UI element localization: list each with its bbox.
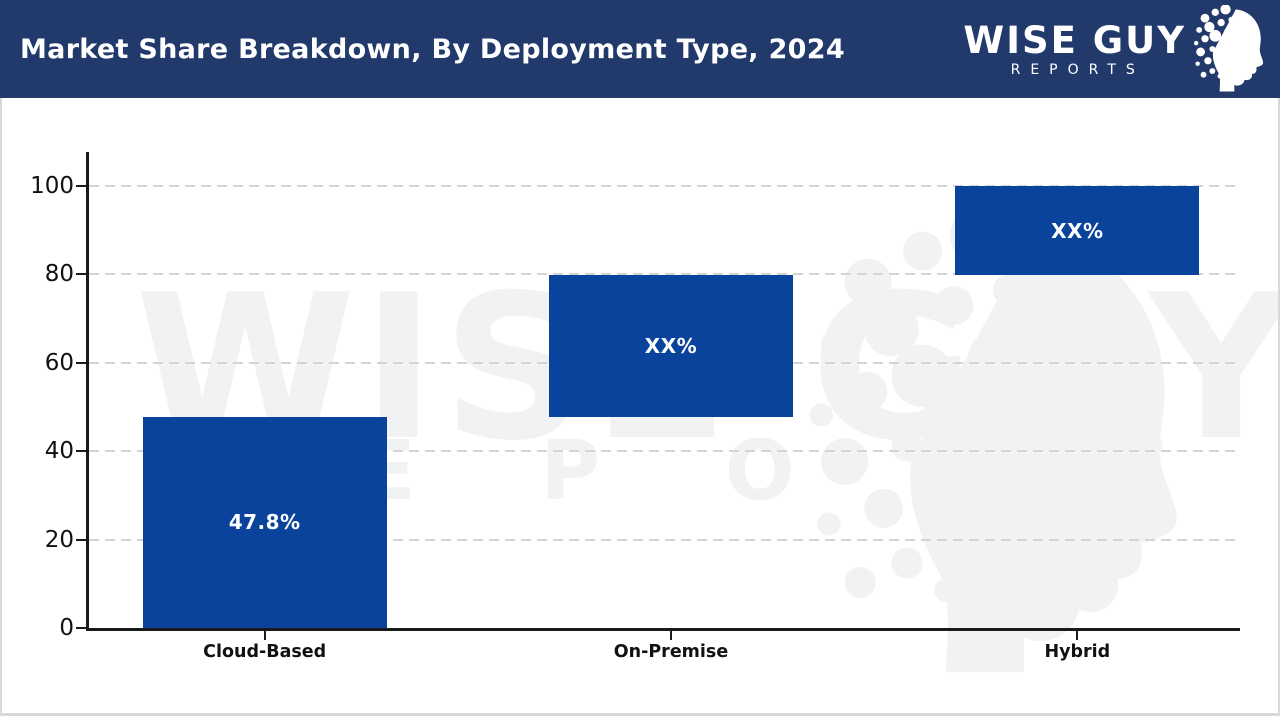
frame-edge-right — [1278, 98, 1280, 716]
y-tick-mark — [76, 627, 86, 629]
grid-line — [89, 538, 1240, 541]
bar-value-label: XX% — [1051, 218, 1104, 243]
y-tick-label: 20 — [44, 526, 74, 553]
y-tick-label: 100 — [30, 173, 74, 200]
x-category-label: Cloud-Based — [203, 642, 327, 662]
y-axis-spine — [86, 152, 89, 631]
wiseguy-face-icon — [1194, 5, 1264, 92]
y-tick-label: 40 — [44, 438, 74, 465]
logo-subtitle: REPORTS — [1010, 61, 1145, 78]
x-category-label: Hybrid — [1044, 642, 1111, 662]
frame-edge-left — [0, 98, 2, 716]
y-tick-mark — [76, 361, 86, 364]
y-tick-mark — [76, 273, 86, 276]
logo-text: WISE GUY REPORTS — [963, 22, 1186, 77]
logo-wordmark: WISE GUY — [963, 18, 1186, 62]
grid-line — [89, 185, 1240, 188]
grid-line — [89, 450, 1240, 453]
y-tick-mark — [76, 185, 86, 188]
frame-edge-bottom — [0, 713, 1280, 716]
y-tick-label: 60 — [44, 349, 74, 376]
x-tick-mark — [669, 631, 672, 640]
bar-on-premise: XX% — [548, 275, 793, 417]
grid-line — [89, 273, 1240, 276]
y-tick-label: 0 — [59, 615, 74, 641]
x-axis-spine — [86, 628, 1240, 631]
x-tick-mark — [263, 631, 266, 640]
wiseguy-logo: WISE GUY REPORTS — [963, 5, 1266, 93]
y-tick-mark — [76, 450, 86, 453]
bar-cloud-based: 47.8% — [142, 416, 387, 628]
x-category-label: On-Premise — [613, 642, 729, 662]
bar-hybrid: XX% — [955, 186, 1200, 276]
bar-value-label: XX% — [644, 334, 698, 358]
bar-value-label: 47.8% — [228, 510, 301, 535]
header-bar: Market Share Breakdown, By Deployment Ty… — [0, 0, 1280, 98]
chart-title: Market Share Breakdown, By Deployment Ty… — [20, 33, 845, 65]
y-tick-label: 80 — [44, 261, 74, 288]
x-tick-mark — [1076, 631, 1079, 640]
watermark-face-icon — [809, 212, 1177, 673]
y-tick-mark — [76, 538, 86, 541]
